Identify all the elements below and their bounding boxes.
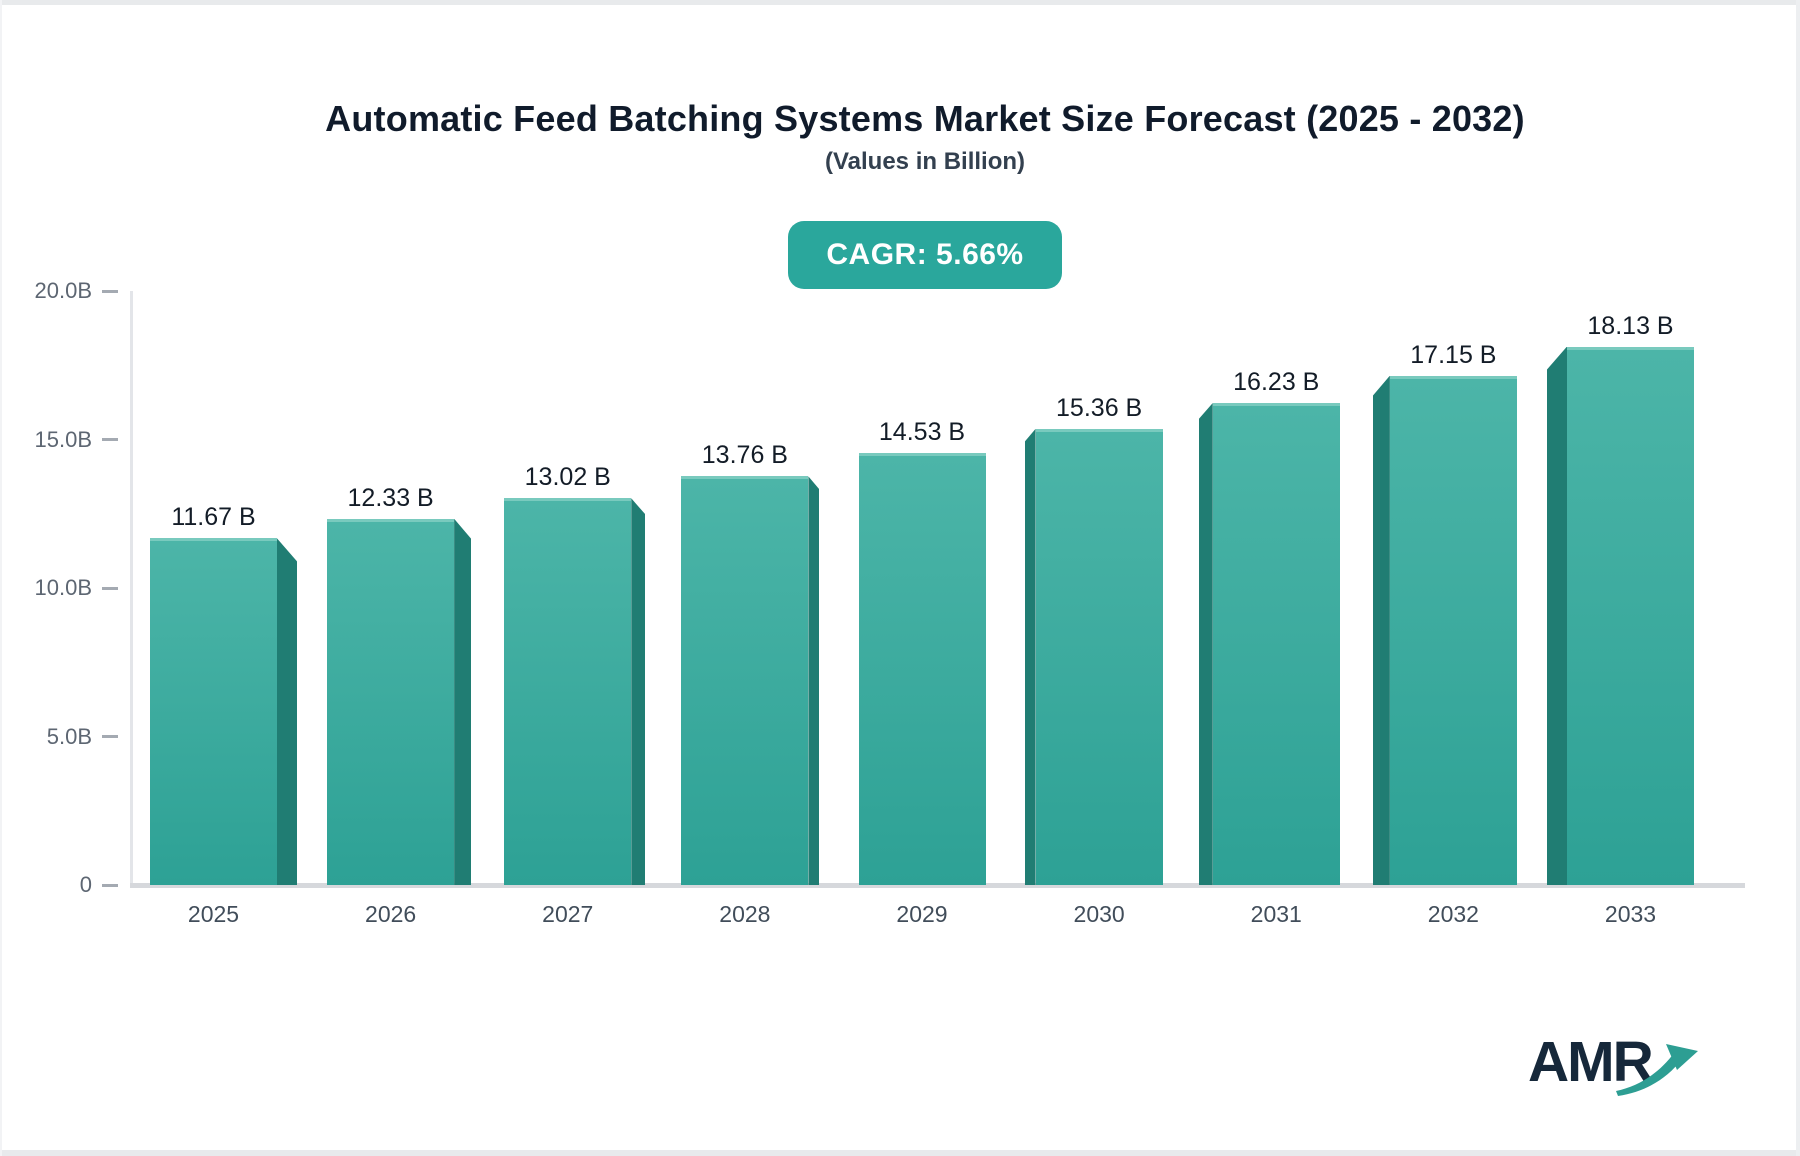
y-axis-tick-mark xyxy=(102,289,118,293)
y-axis-line xyxy=(130,291,133,887)
bar-2029 xyxy=(858,453,986,885)
y-axis-tick-label: 5.0B xyxy=(46,723,92,749)
bar-value-label-2033: 18.13 B xyxy=(1587,311,1674,340)
y-axis-tick-label: 10.0B xyxy=(34,575,93,600)
bar-2033 xyxy=(1567,346,1694,885)
x-axis-label-2031: 2031 xyxy=(1250,901,1302,927)
x-axis-label-2033: 2033 xyxy=(1604,901,1657,927)
bar-2031 xyxy=(1212,402,1340,885)
y-axis-tick-mark xyxy=(102,735,118,738)
y-axis-tick-mark xyxy=(102,586,118,590)
bar-2032 xyxy=(1389,375,1517,885)
bar-value-label-2025: 11.67 B xyxy=(171,503,256,532)
bar-value-label-2028: 13.76 B xyxy=(701,441,788,470)
x-axis-label-2030: 2030 xyxy=(1073,901,1125,927)
bar-2028 xyxy=(681,476,809,885)
bar-side-face-2030 xyxy=(1024,428,1036,885)
bar-side-face-2026 xyxy=(454,518,472,885)
bar-side-face-2031 xyxy=(1198,402,1213,885)
chart-title: Automatic Feed Batching Systems Market S… xyxy=(325,98,1525,139)
x-axis-label-2029: 2029 xyxy=(896,901,948,927)
bar-2025 xyxy=(150,538,277,885)
bar-2026 xyxy=(327,518,455,885)
page-edge-right xyxy=(1796,0,1800,1156)
y-axis-tick-label: 20.0B xyxy=(34,278,93,303)
bar-value-label-2032: 17.15 B xyxy=(1410,340,1497,369)
bar-value-label-2026: 12.33 B xyxy=(347,483,434,512)
y-axis-tick-mark xyxy=(102,438,118,441)
amr-logo: AMR xyxy=(1528,1032,1708,1104)
bar-side-face-2027 xyxy=(631,498,646,885)
bar-2027 xyxy=(504,498,632,885)
bar-side-face-2028 xyxy=(808,476,820,885)
page-edge-bottom xyxy=(0,1150,1800,1156)
bar-value-label-2029: 14.53 B xyxy=(878,418,966,447)
chart-header: Automatic Feed Batching Systems Market S… xyxy=(110,0,1740,289)
bar-value-label-2027: 13.02 B xyxy=(524,463,611,492)
y-axis-tick-label: 0 xyxy=(79,872,92,897)
y-axis-tick-label: 15.0B xyxy=(34,426,93,452)
x-axis-label-2025: 2025 xyxy=(187,901,240,927)
bar-value-label-2030: 15.36 B xyxy=(1056,393,1143,422)
x-axis-label-2032: 2032 xyxy=(1427,901,1479,927)
bar-side-face-2025 xyxy=(277,538,297,885)
bar-side-face-2032 xyxy=(1372,375,1390,885)
growth-arrow-icon xyxy=(1616,1044,1698,1096)
chart-subtitle: (Values in Billion) xyxy=(824,148,1026,175)
y-axis-tick-mark xyxy=(102,883,118,887)
page-edge-left xyxy=(0,0,2,1156)
bar-2030 xyxy=(1035,428,1163,885)
x-axis-label-2027: 2027 xyxy=(542,901,594,927)
page-edge-top xyxy=(0,0,1800,5)
bar-side-face-2033 xyxy=(1547,346,1567,885)
x-axis-label-2026: 2026 xyxy=(365,901,417,927)
cagr-badge: CAGR: 5.66% xyxy=(788,221,1062,289)
x-axis-baseline xyxy=(130,883,1745,888)
amr-logo-text: AMR xyxy=(1528,1030,1654,1094)
x-axis-label-2028: 2028 xyxy=(719,901,771,927)
bar-value-label-2031: 16.23 B xyxy=(1233,367,1320,396)
